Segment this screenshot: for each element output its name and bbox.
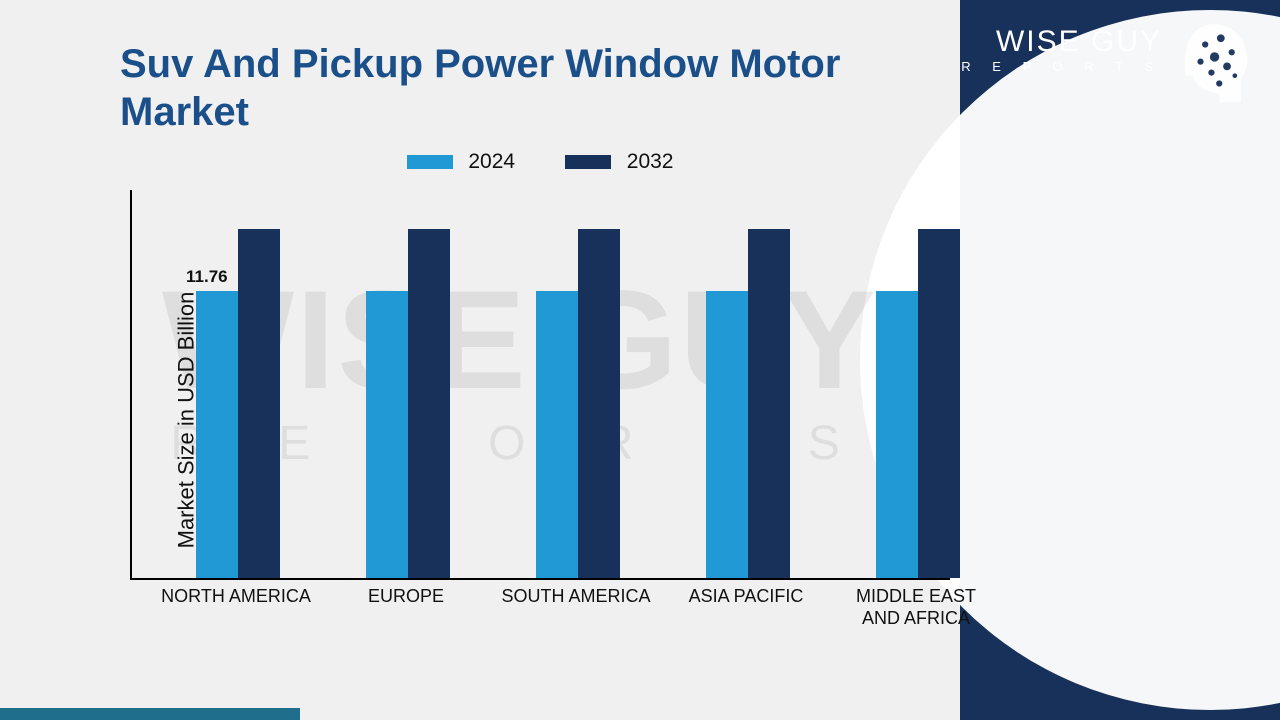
bar-2024 — [536, 291, 578, 578]
brand-line2: R E P O R T S — [961, 60, 1162, 74]
legend-item-2032: 2032 — [565, 150, 674, 174]
bar-2024 — [366, 291, 408, 578]
bar-2032 — [748, 229, 790, 578]
chart-title: Suv And Pickup Power Window Motor Market — [120, 40, 860, 136]
brand-logo-text: WISE GUY R E P O R T S — [961, 26, 1162, 73]
legend-label-2024: 2024 — [468, 150, 515, 173]
category-label: EUROPE — [331, 586, 481, 608]
legend-label-2032: 2032 — [627, 150, 674, 173]
category-label: SOUTH AMERICA — [501, 586, 651, 608]
bar-value-label: 11.76 — [186, 267, 228, 287]
chart-area: Market Size in USD Billion 2024 2032 11.… — [70, 150, 960, 690]
legend: 2024 2032 — [130, 150, 950, 174]
category-label: NORTH AMERICA — [161, 586, 311, 608]
plot-region: 11.76 — [130, 190, 950, 580]
bar-2032 — [578, 229, 620, 578]
legend-swatch-2024 — [407, 155, 453, 169]
legend-item-2024: 2024 — [407, 150, 516, 174]
bar-2032 — [408, 229, 450, 578]
bars-container: 11.76 — [132, 190, 950, 578]
bar-2032 — [918, 229, 960, 578]
legend-swatch-2032 — [565, 155, 611, 169]
category-label: ASIA PACIFIC — [671, 586, 821, 608]
brand-line1: WISE GUY — [961, 26, 1162, 58]
bar-2024 — [706, 291, 748, 578]
figure-root: WISE GUY R E P O R T S Suv And Pickup Po… — [0, 0, 1280, 720]
category-label: MIDDLE EAST AND AFRICA — [841, 586, 991, 629]
bar-2032 — [238, 229, 280, 578]
bar-2024 — [196, 291, 238, 578]
bar-2024 — [876, 291, 918, 578]
brand-head-icon — [1174, 20, 1252, 108]
bottom-accent-bar — [0, 708, 300, 720]
